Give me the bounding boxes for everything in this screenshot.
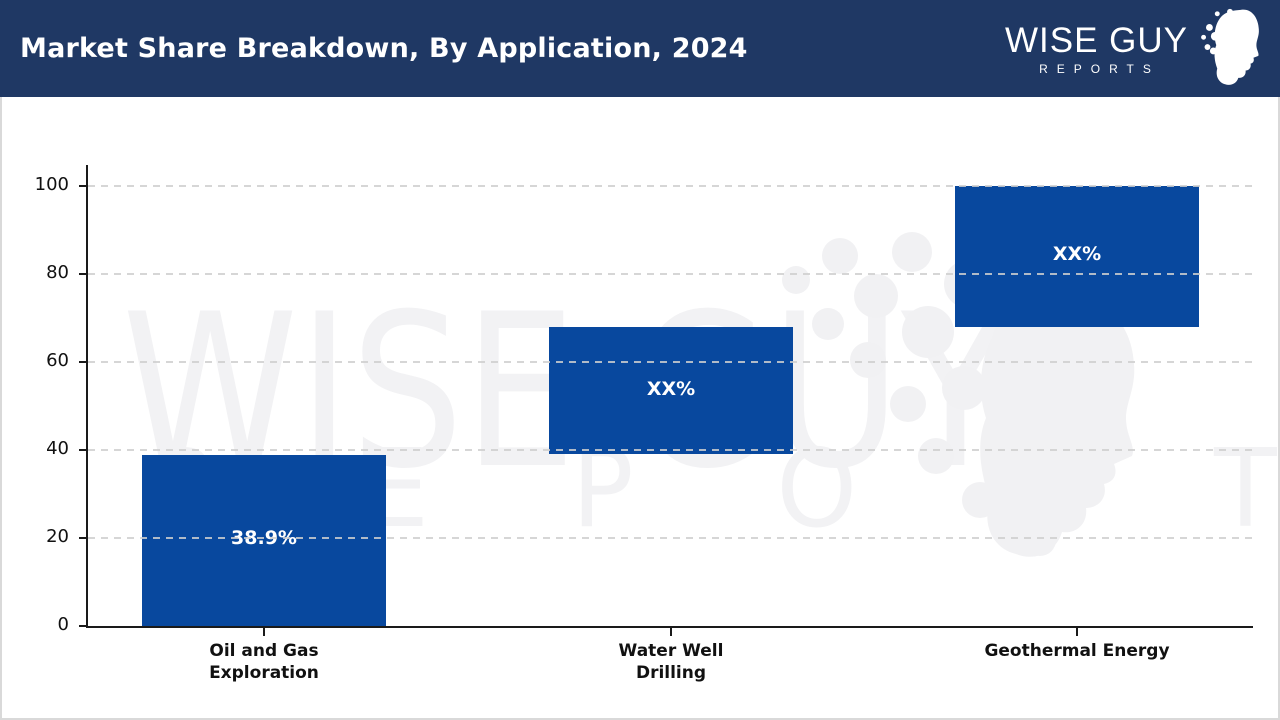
x-axis-tick bbox=[670, 628, 672, 636]
gridline bbox=[88, 361, 1253, 363]
bar-value-label: XX% bbox=[1052, 243, 1102, 266]
gridline bbox=[88, 449, 1253, 451]
y-axis-tick bbox=[79, 449, 88, 451]
right-edge-line bbox=[1278, 97, 1280, 720]
x-axis-tick bbox=[1076, 628, 1078, 636]
gridline bbox=[88, 185, 1253, 187]
y-axis-tick-label: 20 bbox=[46, 526, 69, 547]
x-category-label: Geothermal Energy bbox=[984, 641, 1170, 661]
bottom-edge-line bbox=[0, 718, 1280, 720]
y-axis-line bbox=[86, 165, 88, 628]
y-axis-tick bbox=[79, 185, 88, 187]
brand-name: WISE GUY bbox=[1004, 21, 1188, 60]
y-axis-tick-label: 60 bbox=[46, 350, 69, 371]
header-band: Market Share Breakdown, By Application, … bbox=[0, 0, 1280, 97]
y-axis-tick-label: 80 bbox=[46, 262, 69, 283]
bar-segment: 38.9% bbox=[142, 454, 386, 626]
brand-logo-text: WISE GUY REPORTS bbox=[1005, 21, 1188, 76]
y-axis-tick bbox=[79, 625, 88, 627]
brand-subtitle: REPORTS bbox=[1039, 62, 1160, 76]
bar-segment: XX% bbox=[549, 326, 793, 455]
x-category-label: Oil and Gas Exploration bbox=[209, 641, 319, 684]
y-axis-tick bbox=[79, 537, 88, 539]
page-title: Market Share Breakdown, By Application, … bbox=[20, 33, 748, 64]
bar-segment: XX% bbox=[955, 186, 1199, 327]
y-axis-tick bbox=[79, 273, 88, 275]
x-axis-tick bbox=[263, 628, 265, 636]
x-category-label: Water Well Drilling bbox=[618, 641, 724, 684]
y-axis-tick bbox=[79, 361, 88, 363]
y-axis-tick-label: 40 bbox=[46, 438, 69, 459]
y-axis-tick-label: 100 bbox=[34, 174, 69, 195]
y-axis-tick-label: 0 bbox=[57, 614, 69, 635]
gridline bbox=[88, 273, 1253, 275]
brand-logo: WISE GUY REPORTS bbox=[1005, 4, 1280, 94]
left-edge-line bbox=[0, 97, 2, 720]
dotted-face-icon bbox=[1201, 8, 1259, 85]
x-axis-line bbox=[86, 626, 1253, 628]
bar-value-label: XX% bbox=[646, 377, 696, 400]
gridline bbox=[88, 537, 1253, 539]
